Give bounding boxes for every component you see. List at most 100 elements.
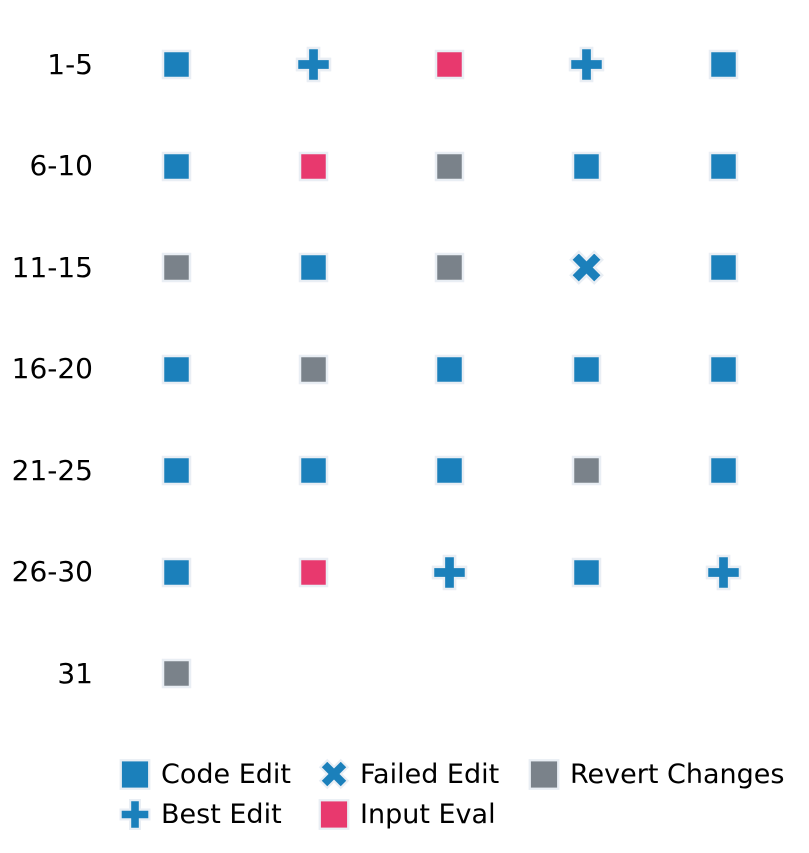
code-edit-icon xyxy=(571,151,602,181)
marker-revert-changes xyxy=(108,217,245,319)
best-edit-icon xyxy=(119,798,151,830)
marker-input-eval xyxy=(245,116,382,218)
marker-cells xyxy=(108,319,791,421)
legend-marker xyxy=(317,754,351,794)
marker-row: 26-30 xyxy=(0,522,809,624)
revert-changes-icon xyxy=(161,659,192,689)
code-edit-icon xyxy=(119,758,151,790)
code-edit-icon xyxy=(161,354,192,384)
best-edit-icon xyxy=(295,47,331,83)
code-edit-icon xyxy=(571,354,602,384)
marker-code-edit xyxy=(245,420,382,522)
marker-best-edit xyxy=(655,522,792,624)
legend-item-code-edit: Code Edit xyxy=(118,754,317,794)
failed-edit-icon xyxy=(569,250,604,286)
input-eval-icon xyxy=(298,557,328,587)
marker-code-edit xyxy=(655,420,792,522)
marker-best-edit xyxy=(518,14,655,116)
code-edit-icon xyxy=(161,151,192,181)
legend-item-revert-changes: Revert Changes xyxy=(527,754,784,794)
marker-code-edit xyxy=(655,116,792,218)
row-tick-label: 31 xyxy=(57,656,93,690)
marker-grid: 1-5 6-10 11-15 16-20 21-25 26-30 31 xyxy=(0,14,809,725)
marker-cells xyxy=(108,623,245,725)
code-edit-icon xyxy=(708,354,738,384)
code-edit-icon xyxy=(708,151,738,181)
legend-label: Input Eval xyxy=(360,798,496,830)
row-tick-label: 6-10 xyxy=(29,149,93,183)
best-edit-icon xyxy=(431,554,468,590)
legend-marker xyxy=(118,795,152,834)
marker-code-edit xyxy=(655,14,792,116)
revert-changes-icon xyxy=(434,253,465,283)
marker-code-edit xyxy=(381,319,518,421)
best-edit-icon xyxy=(705,554,741,590)
marker-row: 16-20 xyxy=(0,319,809,421)
marker-code-edit xyxy=(108,420,245,522)
code-edit-icon xyxy=(434,354,465,384)
code-edit-icon xyxy=(298,456,328,486)
code-edit-icon xyxy=(571,557,602,587)
code-edit-icon xyxy=(161,557,192,587)
code-edit-icon xyxy=(708,50,738,80)
marker-revert-changes xyxy=(518,420,655,522)
legend-marker xyxy=(317,796,351,833)
marker-best-edit xyxy=(245,14,382,116)
best-edit-icon xyxy=(568,47,605,83)
code-edit-icon xyxy=(161,50,192,80)
marker-code-edit xyxy=(518,522,655,624)
code-edit-icon xyxy=(708,253,738,283)
marker-code-edit xyxy=(655,217,792,319)
failed-edit-icon xyxy=(318,758,350,790)
marker-code-edit xyxy=(518,319,655,421)
legend: Code Edit Failed Edit Revert Changes Best E… xyxy=(118,754,784,834)
marker-cells xyxy=(108,217,791,319)
marker-cells xyxy=(108,14,791,116)
marker-row: 21-25 xyxy=(0,420,809,522)
input-eval-icon xyxy=(298,151,328,181)
marker-code-edit xyxy=(655,319,792,421)
marker-best-edit xyxy=(381,522,518,624)
marker-cells xyxy=(108,116,791,218)
marker-code-edit xyxy=(108,319,245,421)
marker-input-eval xyxy=(245,522,382,624)
legend-marker xyxy=(527,756,561,793)
input-eval-icon xyxy=(318,798,350,830)
code-edit-icon xyxy=(434,456,465,486)
legend-label: Revert Changes xyxy=(570,758,785,790)
revert-changes-icon xyxy=(528,758,560,790)
legend-label: Failed Edit xyxy=(360,758,500,790)
marker-failed-edit xyxy=(518,217,655,319)
marker-code-edit xyxy=(108,14,245,116)
marker-revert-changes xyxy=(381,217,518,319)
code-edit-icon xyxy=(298,253,328,283)
legend-label: Best Edit xyxy=(161,798,282,830)
marker-row: 31 xyxy=(0,623,809,725)
marker-row: 6-10 xyxy=(0,116,809,218)
marker-cells xyxy=(108,420,791,522)
legend-item-failed-edit: Failed Edit xyxy=(317,754,527,794)
legend-item-best-edit: Best Edit xyxy=(118,794,317,834)
code-edit-icon xyxy=(161,456,192,486)
legend-item-input-eval: Input Eval xyxy=(317,794,527,834)
revert-changes-icon xyxy=(434,151,465,181)
code-edit-icon xyxy=(708,456,738,486)
revert-changes-icon xyxy=(161,253,192,283)
row-tick-label: 11-15 xyxy=(11,250,93,284)
revert-changes-icon xyxy=(571,456,602,486)
marker-code-edit xyxy=(381,420,518,522)
marker-revert-changes xyxy=(108,623,245,725)
marker-revert-changes xyxy=(245,319,382,421)
row-tick-label: 26-30 xyxy=(11,555,93,589)
marker-revert-changes xyxy=(381,116,518,218)
marker-code-edit xyxy=(245,217,382,319)
marker-code-edit xyxy=(108,116,245,218)
input-eval-icon xyxy=(434,50,465,80)
marker-cells xyxy=(108,522,791,624)
marker-row: 1-5 xyxy=(0,14,809,116)
marker-code-edit xyxy=(518,116,655,218)
row-tick-label: 21-25 xyxy=(11,453,93,487)
legend-marker xyxy=(118,756,152,793)
revert-changes-icon xyxy=(298,354,328,384)
